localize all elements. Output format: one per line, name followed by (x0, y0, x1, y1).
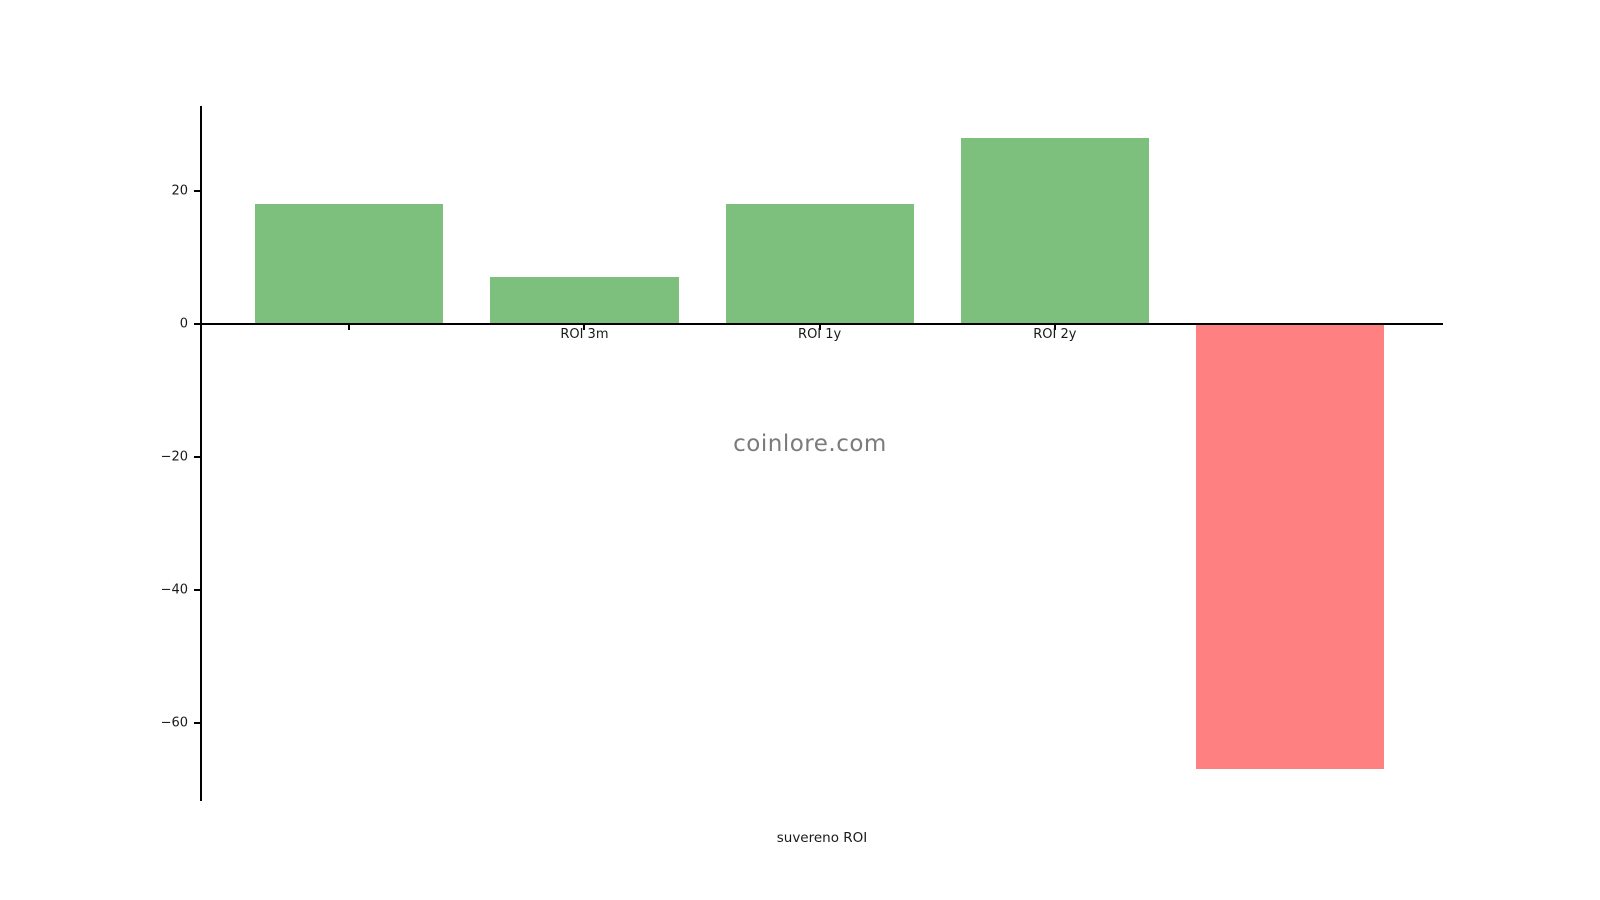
x-tick (1053, 324, 1056, 330)
x-tick (583, 324, 586, 330)
bar (490, 277, 679, 324)
y-tick (194, 588, 200, 591)
bar (255, 204, 444, 324)
x-tick-label: ROI 3m (560, 326, 609, 342)
y-tick (194, 322, 200, 325)
bar (960, 137, 1149, 324)
x-tick-label: ROI 1y (798, 326, 842, 342)
y-tick (194, 189, 200, 192)
y-tick (194, 721, 200, 724)
bar (1196, 323, 1385, 770)
bar (725, 204, 914, 324)
y-tick-label: −20 (160, 449, 188, 465)
y-tick-label: 0 (179, 316, 188, 332)
plot-area: ROI 3m ROI 1y ROI 2y 20 0 −20 −40 −60 (161, 106, 1443, 801)
y-tick-label: −40 (160, 582, 188, 598)
x-axis-title: suvereno ROI (776, 830, 868, 846)
y-tick-label: 20 (171, 183, 188, 199)
y-axis-line (200, 106, 202, 801)
x-axis-line (201, 322, 1443, 325)
y-tick-label: −60 (160, 715, 188, 731)
x-tick-label: ROI 2y (1033, 326, 1077, 342)
watermark-text: coinlore.com (733, 431, 887, 457)
x-tick (348, 324, 351, 330)
y-tick (194, 455, 200, 458)
x-tick (818, 324, 821, 330)
